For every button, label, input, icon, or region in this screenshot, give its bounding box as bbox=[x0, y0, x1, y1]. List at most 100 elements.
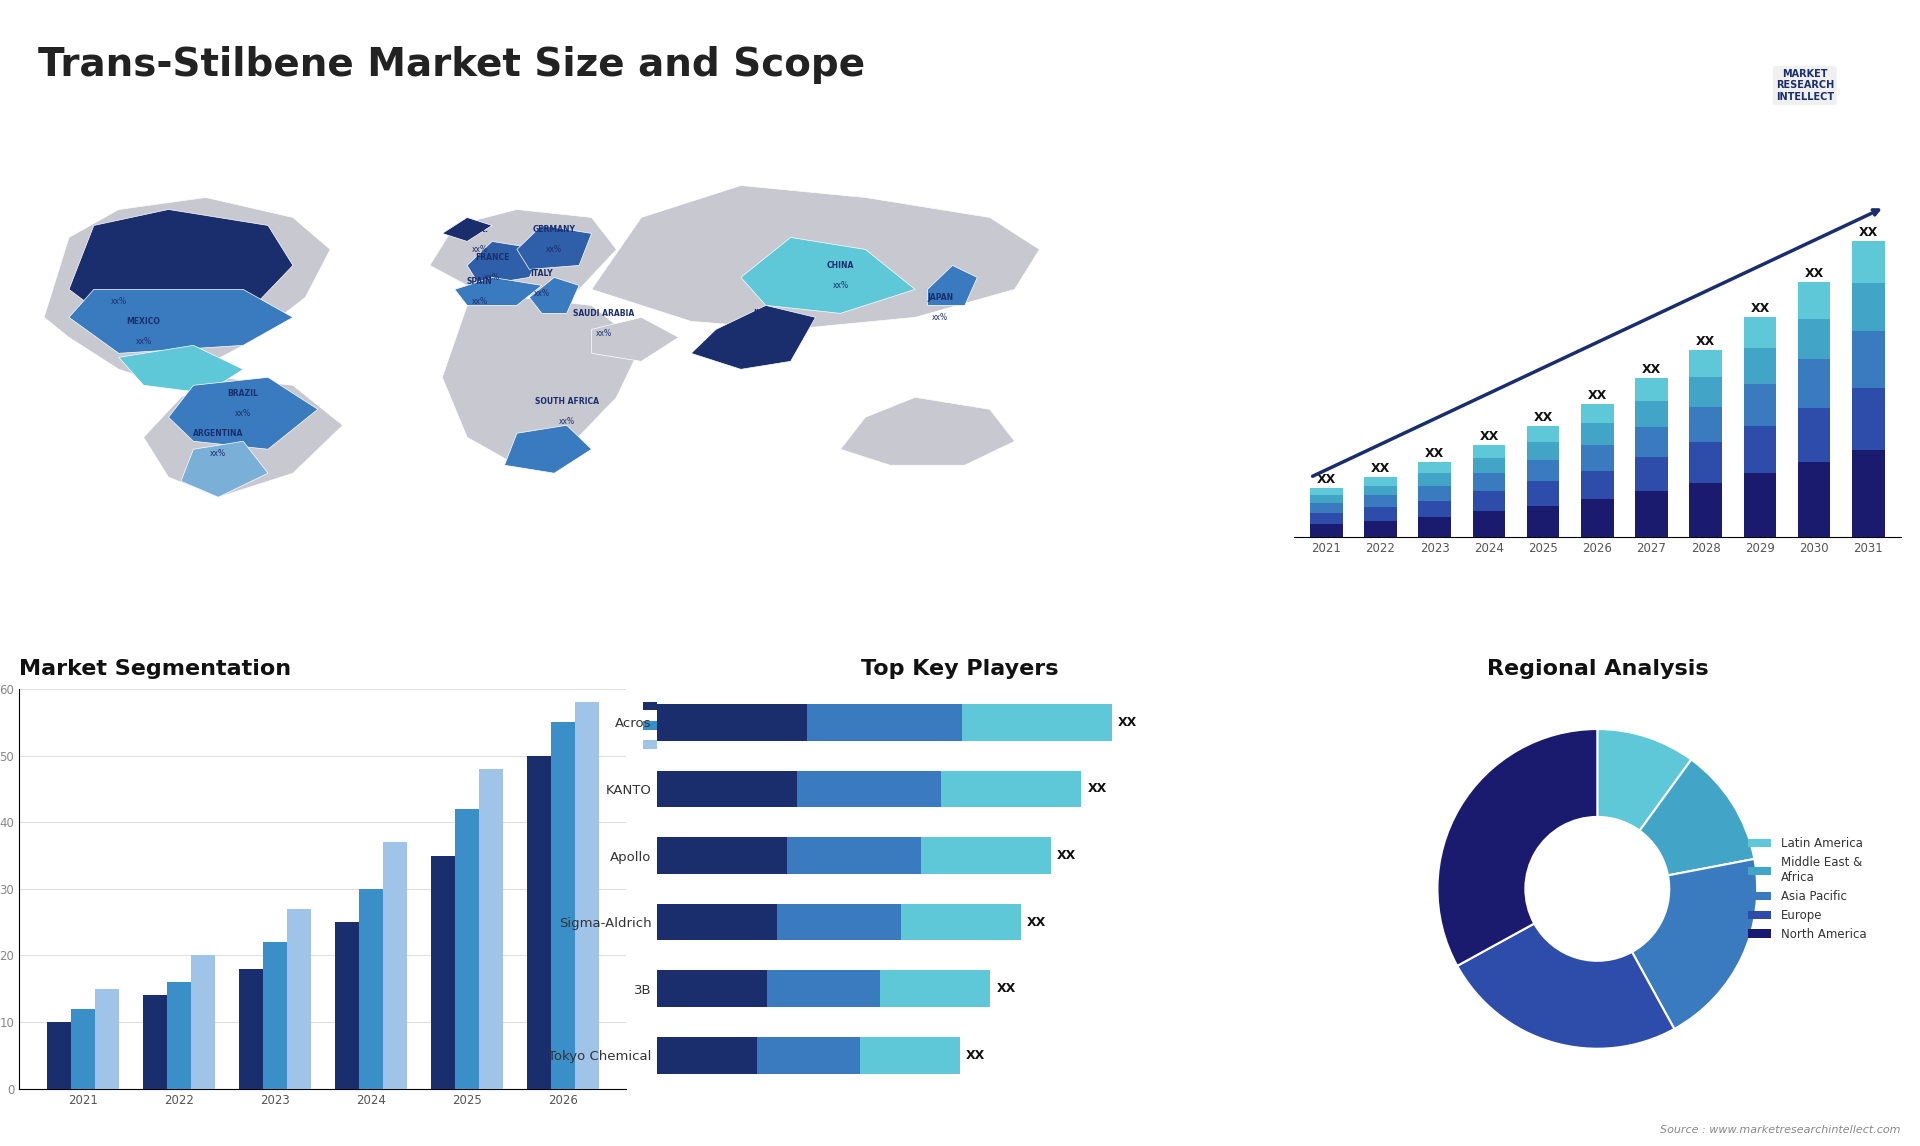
Bar bbox=[962, 704, 1112, 740]
Bar bbox=[1797, 319, 1830, 360]
Text: MARKET
RESEARCH
INTELLECT: MARKET RESEARCH INTELLECT bbox=[1776, 69, 1834, 102]
Text: U.K.: U.K. bbox=[470, 225, 488, 234]
Polygon shape bbox=[430, 210, 616, 297]
Bar bbox=[1419, 501, 1452, 517]
Bar bbox=[797, 770, 941, 807]
Bar bbox=[1580, 500, 1613, 537]
Text: XX: XX bbox=[966, 1049, 985, 1062]
Bar bbox=[1853, 331, 1885, 387]
Text: xx%: xx% bbox=[931, 313, 948, 322]
Bar bbox=[1580, 405, 1613, 423]
Bar bbox=[657, 971, 766, 1007]
Text: CHINA: CHINA bbox=[828, 261, 854, 270]
Bar bbox=[1743, 473, 1776, 537]
Text: xx%: xx% bbox=[595, 329, 612, 338]
Bar bbox=[238, 968, 263, 1089]
Bar bbox=[142, 996, 167, 1089]
Bar bbox=[1526, 442, 1559, 460]
Polygon shape bbox=[530, 277, 580, 313]
Wedge shape bbox=[1457, 924, 1674, 1049]
Text: xx%: xx% bbox=[559, 417, 574, 426]
Bar bbox=[1365, 486, 1396, 495]
Bar bbox=[1797, 282, 1830, 319]
Text: ITALY: ITALY bbox=[530, 269, 553, 277]
Text: MEXICO: MEXICO bbox=[127, 316, 161, 325]
Text: BRAZIL: BRAZIL bbox=[228, 388, 259, 398]
Polygon shape bbox=[442, 297, 641, 465]
Text: XX: XX bbox=[1425, 447, 1444, 461]
Bar bbox=[1526, 481, 1559, 505]
Bar bbox=[778, 904, 900, 941]
Bar bbox=[286, 909, 311, 1089]
Bar bbox=[941, 770, 1081, 807]
Text: JAPAN: JAPAN bbox=[927, 293, 952, 301]
Text: XX: XX bbox=[1695, 335, 1715, 347]
Text: XX: XX bbox=[1058, 849, 1077, 862]
Bar bbox=[1690, 350, 1722, 377]
Text: XX: XX bbox=[1805, 267, 1824, 280]
Text: XX: XX bbox=[1534, 410, 1553, 424]
Text: ARGENTINA: ARGENTINA bbox=[194, 429, 244, 438]
Text: XX: XX bbox=[1859, 226, 1878, 240]
Bar bbox=[766, 971, 879, 1007]
Bar bbox=[900, 904, 1021, 941]
Bar bbox=[1473, 445, 1505, 458]
Polygon shape bbox=[741, 237, 916, 313]
Bar bbox=[1853, 387, 1885, 450]
Bar bbox=[1365, 495, 1396, 508]
Polygon shape bbox=[691, 305, 816, 369]
Bar bbox=[1636, 427, 1668, 457]
Text: xx%: xx% bbox=[161, 249, 177, 258]
Bar bbox=[657, 1037, 756, 1074]
Text: xx%: xx% bbox=[209, 449, 227, 457]
Bar bbox=[1743, 317, 1776, 348]
Bar bbox=[1419, 463, 1452, 473]
Bar bbox=[334, 923, 359, 1089]
Title: Top Key Players: Top Key Players bbox=[862, 659, 1058, 680]
Bar bbox=[190, 956, 215, 1089]
Bar bbox=[1419, 517, 1452, 537]
Bar bbox=[455, 809, 478, 1089]
Text: SPAIN: SPAIN bbox=[467, 277, 492, 285]
Text: xx%: xx% bbox=[545, 245, 563, 254]
Polygon shape bbox=[44, 197, 330, 385]
Bar bbox=[1365, 521, 1396, 537]
Bar bbox=[657, 704, 806, 740]
Polygon shape bbox=[927, 266, 977, 305]
Bar bbox=[1690, 407, 1722, 442]
Text: XX: XX bbox=[1027, 916, 1046, 928]
Bar bbox=[382, 842, 407, 1089]
Text: xx%: xx% bbox=[111, 297, 127, 306]
Wedge shape bbox=[1438, 729, 1597, 966]
Polygon shape bbox=[516, 226, 591, 269]
Text: xx%: xx% bbox=[472, 297, 488, 306]
Bar bbox=[1526, 505, 1559, 537]
Bar bbox=[922, 838, 1050, 874]
Text: XX: XX bbox=[1751, 303, 1770, 315]
Bar bbox=[1473, 490, 1505, 511]
Polygon shape bbox=[467, 242, 541, 285]
Polygon shape bbox=[144, 377, 342, 497]
Text: GERMANY: GERMANY bbox=[534, 225, 576, 234]
Bar bbox=[657, 770, 797, 807]
Text: Source : www.marketresearchintellect.com: Source : www.marketresearchintellect.com bbox=[1661, 1124, 1901, 1135]
Legend: Type, Application, Geography: Type, Application, Geography bbox=[639, 696, 753, 756]
Bar bbox=[657, 904, 778, 941]
Bar bbox=[359, 889, 382, 1089]
Bar bbox=[1636, 378, 1668, 401]
Bar bbox=[1797, 463, 1830, 537]
Bar bbox=[1853, 450, 1885, 537]
Wedge shape bbox=[1640, 760, 1755, 876]
Text: FRANCE: FRANCE bbox=[474, 253, 509, 262]
Bar bbox=[1419, 486, 1452, 501]
Bar bbox=[879, 971, 991, 1007]
Bar bbox=[1636, 457, 1668, 490]
Bar bbox=[1309, 503, 1342, 512]
Bar bbox=[1473, 511, 1505, 537]
Text: xx%: xx% bbox=[234, 409, 252, 418]
Text: xx%: xx% bbox=[136, 337, 152, 346]
Bar bbox=[1743, 384, 1776, 426]
Bar bbox=[657, 838, 787, 874]
Polygon shape bbox=[591, 186, 1039, 329]
Text: U.S.: U.S. bbox=[109, 277, 127, 285]
